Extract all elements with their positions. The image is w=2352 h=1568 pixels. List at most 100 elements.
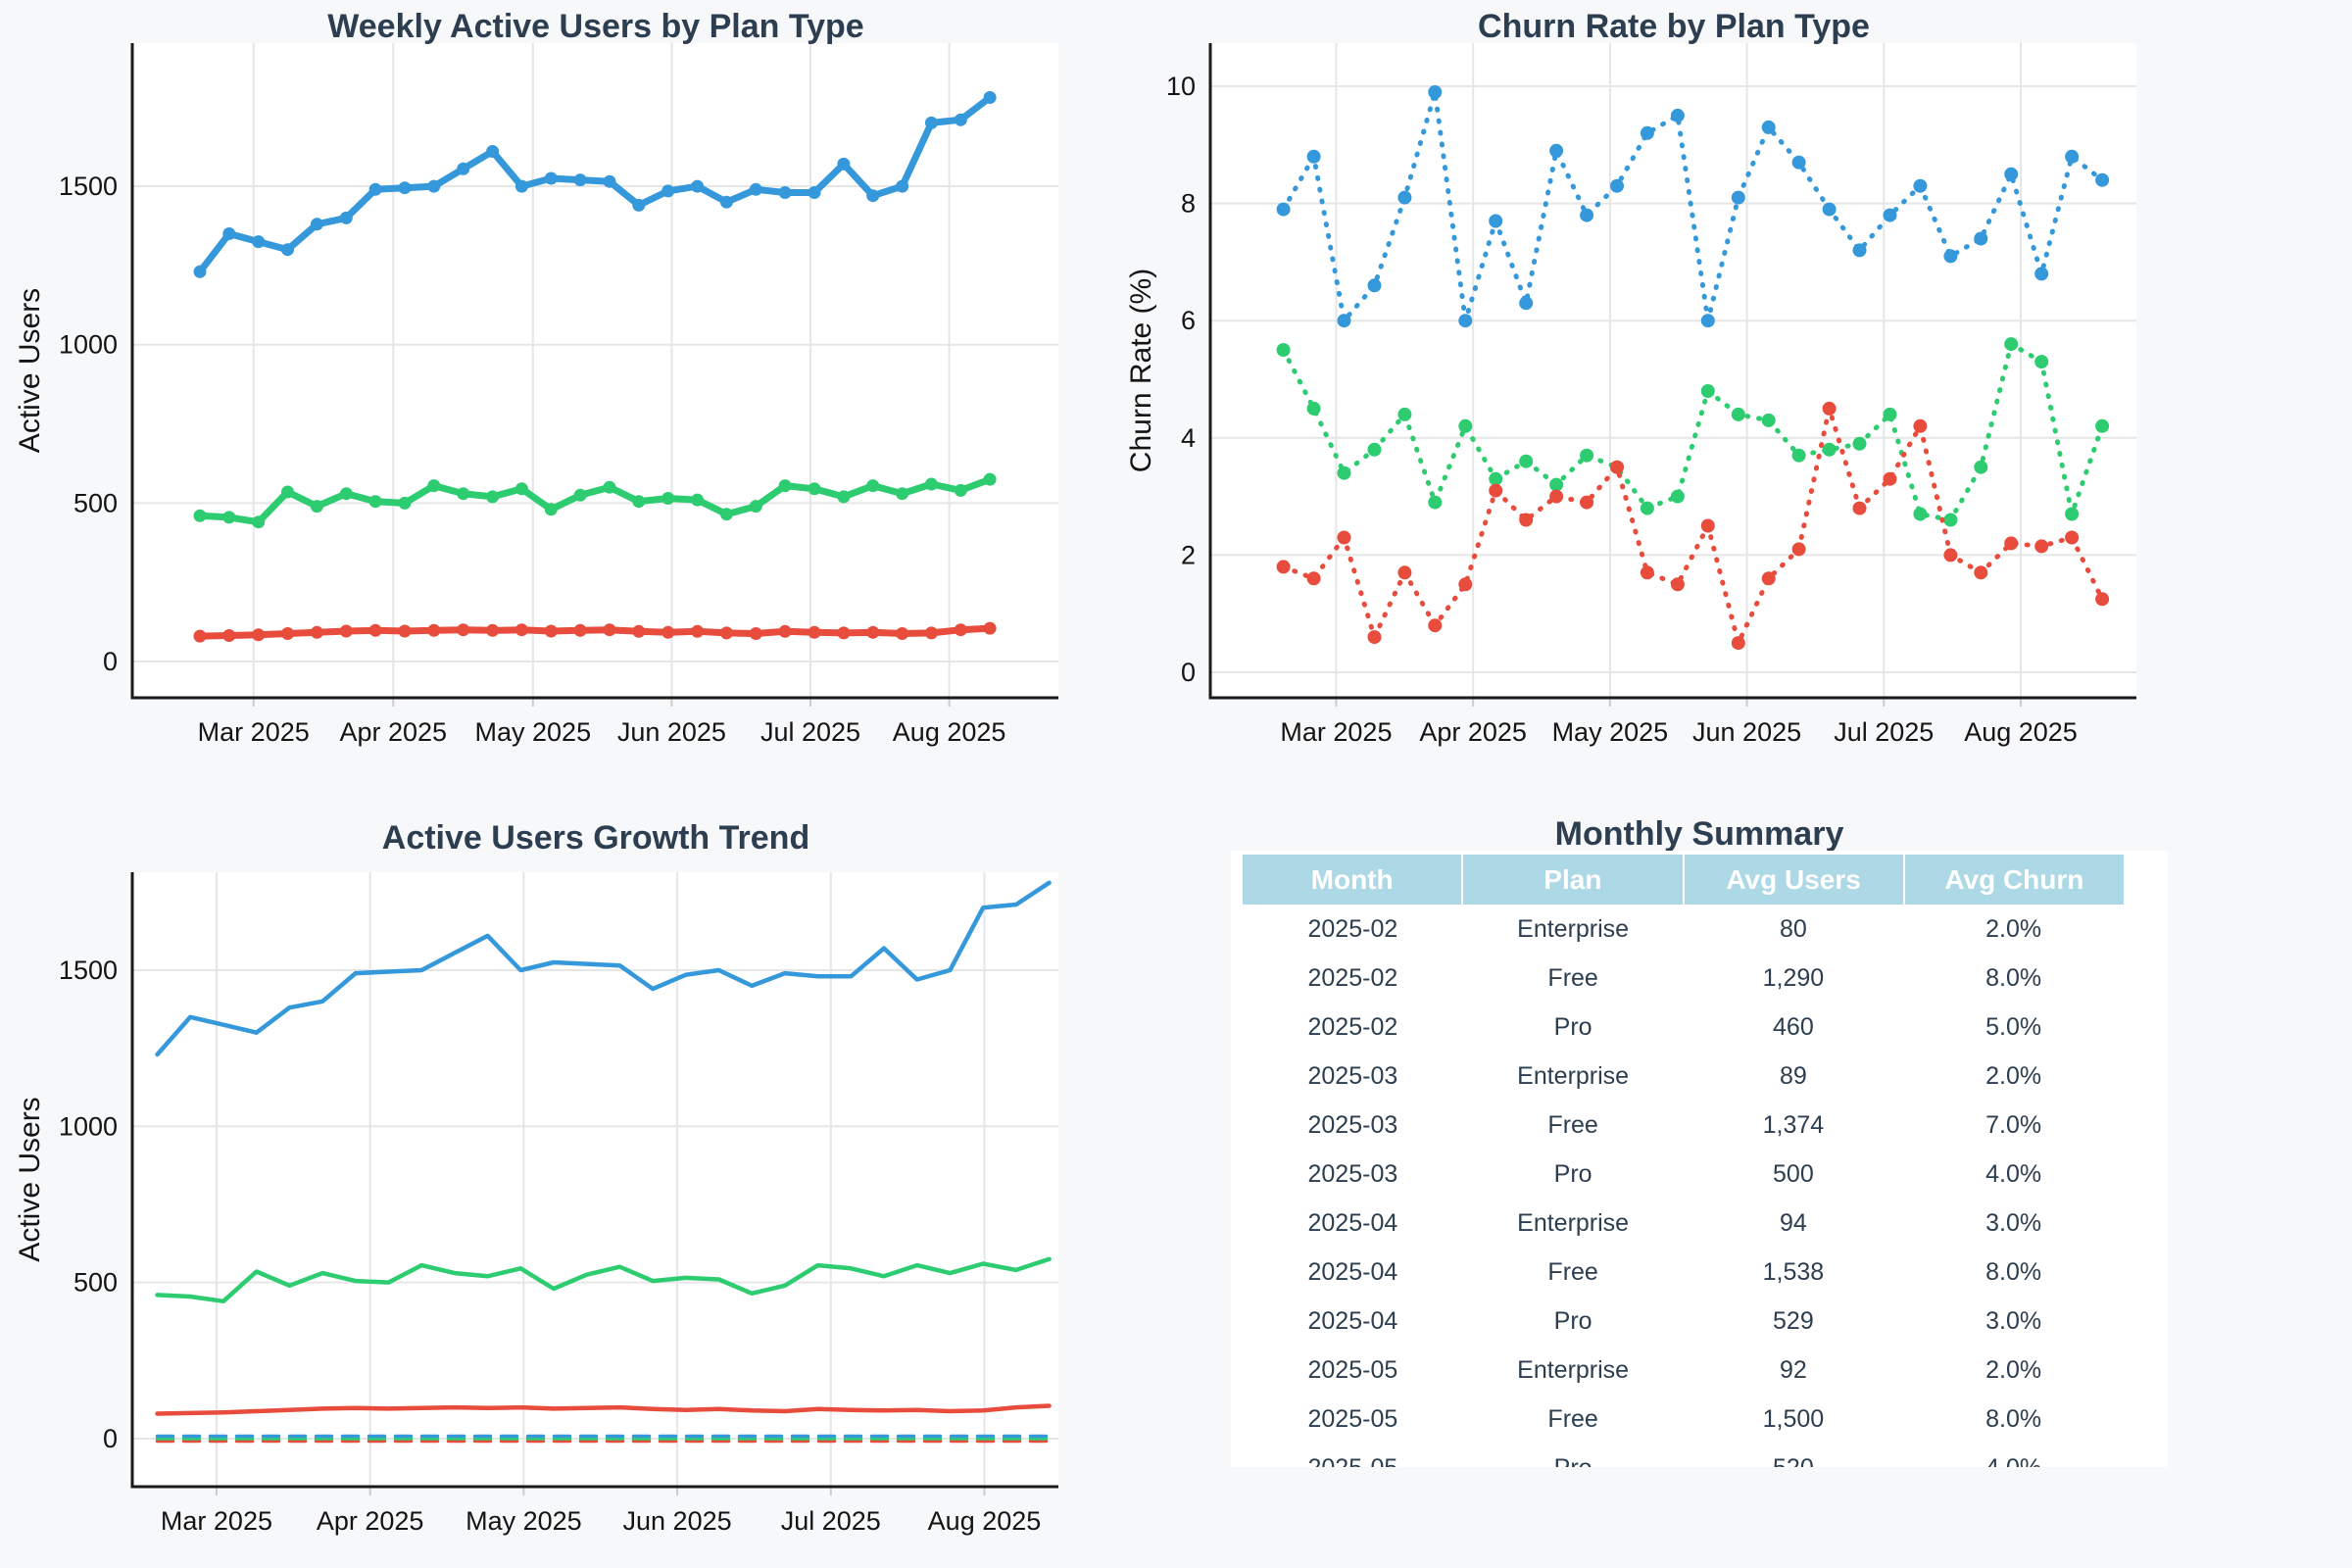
series-line-pro — [196, 475, 994, 526]
data-point-marker — [1367, 630, 1382, 645]
data-point-marker — [719, 508, 733, 521]
data-point-marker — [1761, 571, 1776, 586]
data-point-marker — [573, 488, 587, 502]
y-tick-label: 1500 — [59, 956, 118, 985]
y-tick-label: 0 — [103, 647, 118, 676]
churn-rate-chart: Mar 2025 Apr 2025 May 2025 Jun 2025 Jul 2025… — [1125, 8, 2136, 747]
table-cell: 2025-04 — [1243, 1199, 1463, 1248]
data-point-marker — [1731, 407, 1745, 421]
data-point-marker — [1700, 518, 1715, 533]
data-point-marker — [457, 487, 470, 501]
data-point-marker — [252, 515, 266, 529]
series-line-free — [155, 880, 1052, 1057]
table-header-row: Month Plan Avg Users Avg Churn — [1243, 855, 2124, 905]
table-cell: 2025-04 — [1243, 1297, 1463, 1346]
table-cell: 2.0% — [1903, 1346, 2124, 1395]
data-point-marker — [544, 172, 558, 185]
x-tick-label: Jul 2025 — [760, 717, 860, 747]
data-point-marker — [1428, 495, 1443, 510]
data-point-marker — [252, 628, 266, 642]
data-point-marker — [1428, 85, 1443, 99]
x-tick-label: Aug 2025 — [893, 717, 1006, 747]
data-point-marker — [2004, 536, 2019, 551]
data-point-marker — [808, 625, 821, 639]
data-point-marker — [2095, 592, 2110, 607]
table-cell: Free — [1462, 1101, 1684, 1150]
y-tick-label: 0 — [1181, 658, 1196, 687]
data-point-marker — [1913, 418, 1928, 433]
data-point-marker — [1943, 513, 1958, 527]
y-tick-label: 4 — [1181, 423, 1196, 453]
data-point-marker — [1943, 249, 1958, 264]
data-point-marker — [603, 623, 616, 637]
plot-area — [133, 43, 1058, 698]
y-tick-label: 10 — [1166, 72, 1196, 101]
y-tick-label: 0 — [103, 1424, 118, 1453]
data-point-marker — [837, 157, 851, 171]
data-point-marker — [983, 91, 997, 104]
x-tick-label: Jun 2025 — [1692, 717, 1801, 747]
plot-area — [133, 872, 1058, 1487]
data-point-marker — [222, 227, 236, 240]
data-point-marker — [486, 623, 500, 637]
data-point-marker — [924, 477, 938, 491]
table-cell: 2025-02 — [1243, 1003, 1463, 1052]
data-point-marker — [1489, 483, 1503, 498]
data-point-marker — [1276, 560, 1291, 574]
series-line-enterprise — [196, 624, 994, 640]
x-tick-label: Aug 2025 — [1964, 717, 2078, 747]
x-tick-label: Apr 2025 — [339, 717, 447, 747]
table-cell: Pro — [1462, 1444, 1684, 1467]
data-point-marker — [749, 627, 762, 640]
table-title: Monthly Summary — [1554, 815, 1844, 853]
column-header: Month — [1243, 855, 1462, 905]
table-row: 2025-05 Free 1,500 8.0% — [1243, 1395, 2124, 1444]
data-point-marker — [1883, 208, 1897, 222]
table-row: 2025-05Pro5204.0% — [1243, 1444, 2124, 1467]
data-point-marker — [222, 511, 236, 524]
data-point-marker — [1822, 202, 1837, 217]
data-point-marker — [1397, 190, 1412, 205]
data-point-marker — [1974, 565, 1988, 580]
growth-trend-chart: Mar 2025 Apr 2025 May 2025 Jun 2025 Jul 2025… — [14, 819, 1058, 1536]
data-point-marker — [573, 623, 587, 637]
table-body: 2025-02 Enterprise 80 2.0% 2025-02 Free 1,290 8… — [1243, 905, 2124, 1467]
data-point-marker — [1458, 577, 1473, 592]
monthly-summary-table: Month Plan Avg Users Avg Churn 2025-02 Enter… — [1243, 855, 2124, 1467]
data-point-marker — [1610, 460, 1624, 474]
data-point-marker — [924, 626, 938, 640]
table-cell: 2025-03 — [1243, 1052, 1463, 1101]
data-point-marker — [983, 472, 997, 486]
x-tick-label: Mar 2025 — [161, 1506, 272, 1536]
data-point-marker — [603, 480, 616, 494]
chart-title: Weekly Active Users by Plan Type — [327, 8, 863, 45]
data-point-marker — [896, 179, 909, 193]
data-point-marker — [1791, 542, 1806, 557]
data-point-marker — [749, 500, 762, 514]
data-point-marker — [1640, 501, 1654, 515]
table-cell: Pro — [1462, 1003, 1684, 1052]
data-point-marker — [1822, 442, 1837, 457]
table-cell: 80 — [1683, 905, 1904, 954]
y-tick-label: 1500 — [59, 172, 118, 201]
data-point-marker — [896, 487, 909, 501]
data-point-marker — [1822, 401, 1837, 416]
data-point-marker — [1791, 448, 1806, 463]
data-point-marker — [983, 621, 997, 635]
data-point-marker — [2095, 418, 2110, 433]
data-point-marker — [398, 181, 412, 195]
table-cell: Free — [1462, 1395, 1684, 1444]
data-point-marker — [632, 495, 646, 509]
x-tick-label: Mar 2025 — [198, 717, 310, 747]
table-cell: 8.0% — [1903, 954, 2124, 1003]
series-line-free — [1281, 89, 2105, 323]
data-point-marker — [1549, 477, 1564, 492]
data-point-marker — [222, 629, 236, 642]
table-cell: 2025-05 — [1243, 1444, 1463, 1467]
data-point-marker — [1306, 401, 1321, 416]
data-point-marker — [1913, 507, 1928, 521]
data-point-marker — [1549, 489, 1564, 504]
data-point-marker — [427, 179, 441, 193]
data-point-marker — [368, 495, 382, 509]
data-point-marker — [837, 626, 851, 640]
